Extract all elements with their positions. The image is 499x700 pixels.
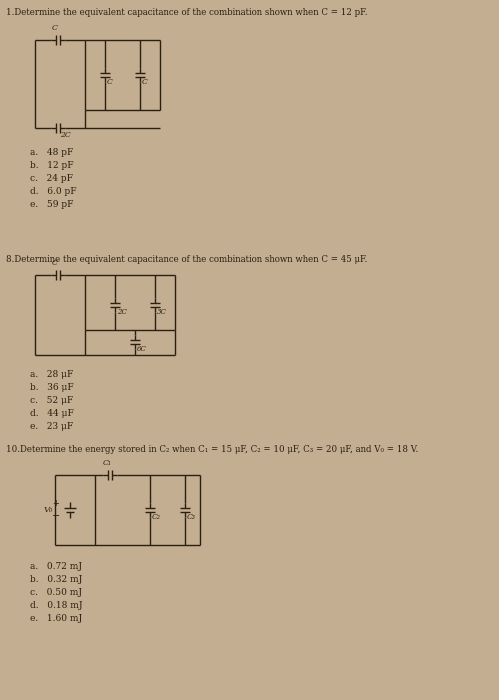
Text: 8.Determine the equivalent capacitance of the combination shown when C = 45 μF.: 8.Determine the equivalent capacitance o…	[6, 255, 367, 264]
Text: 10.Determine the energy stored in C₂ when C₁ = 15 μF, C₂ = 10 μF, C₃ = 20 μF, an: 10.Determine the energy stored in C₂ whe…	[6, 445, 418, 454]
Text: c.   52 μF: c. 52 μF	[30, 396, 73, 405]
Text: V₀: V₀	[43, 506, 53, 514]
Text: 2C: 2C	[60, 131, 71, 139]
Text: a.   48 pF: a. 48 pF	[30, 148, 73, 157]
Text: 3C: 3C	[157, 308, 167, 316]
Text: C: C	[142, 78, 148, 86]
Text: 1.Determine the equivalent capacitance of the combination shown when C = 12 pF.: 1.Determine the equivalent capacitance o…	[6, 8, 367, 17]
Text: e.   59 pF: e. 59 pF	[30, 200, 73, 209]
Text: e.   23 μF: e. 23 μF	[30, 422, 73, 431]
Text: d.   6.0 pF: d. 6.0 pF	[30, 187, 77, 196]
Text: b.   0.32 mJ: b. 0.32 mJ	[30, 575, 82, 584]
Text: C: C	[52, 24, 58, 32]
Text: +: +	[52, 500, 59, 508]
Text: e.   1.60 mJ: e. 1.60 mJ	[30, 614, 82, 623]
Text: C₂: C₂	[152, 513, 161, 521]
Text: C₃: C₃	[187, 513, 196, 521]
Text: c.   24 pF: c. 24 pF	[30, 174, 73, 183]
Text: 6C: 6C	[137, 345, 147, 353]
Text: a.   28 μF: a. 28 μF	[30, 370, 73, 379]
Text: d.   44 μF: d. 44 μF	[30, 409, 74, 418]
Text: b.   12 pF: b. 12 pF	[30, 161, 74, 170]
Text: a.   0.72 mJ: a. 0.72 mJ	[30, 562, 82, 571]
Text: b.   36 μF: b. 36 μF	[30, 383, 74, 392]
Text: C₁: C₁	[103, 459, 111, 467]
Text: C: C	[107, 78, 113, 86]
Text: −: −	[52, 511, 60, 521]
Text: 2C: 2C	[117, 308, 127, 316]
Text: c.   0.50 mJ: c. 0.50 mJ	[30, 588, 82, 597]
Text: C: C	[52, 259, 58, 267]
Text: d.   0.18 mJ: d. 0.18 mJ	[30, 601, 83, 610]
